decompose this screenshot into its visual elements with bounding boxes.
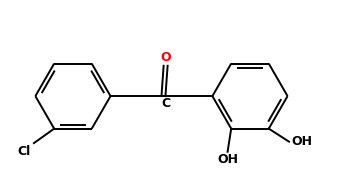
- Text: OH: OH: [217, 153, 238, 166]
- Text: O: O: [160, 51, 171, 64]
- Text: OH: OH: [291, 135, 312, 148]
- Text: C: C: [162, 97, 171, 110]
- Text: Cl: Cl: [18, 144, 31, 158]
